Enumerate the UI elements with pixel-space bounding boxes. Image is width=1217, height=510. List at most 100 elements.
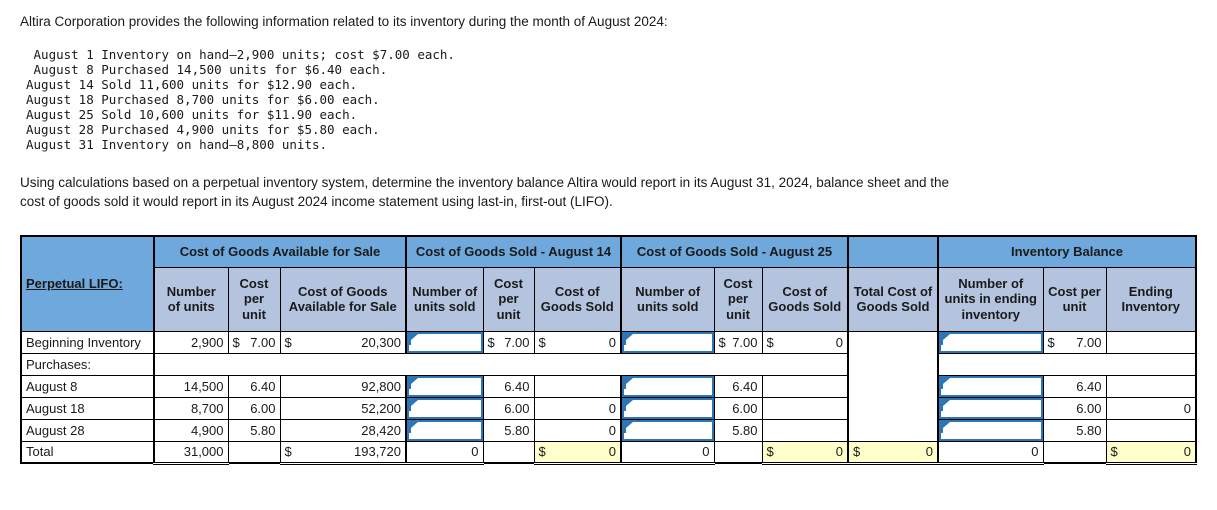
cell-total-cogafs: $193,720 <box>279 440 407 465</box>
cell-aug18-cogs-aug25 <box>761 396 849 420</box>
cell-aug8-units: 14,500 <box>153 374 229 398</box>
row-august-18: August 18 8,700 6.00 52,200 6.00 0 6.00 … <box>20 396 1197 420</box>
input-units-sold-aug25-aug28[interactable] <box>620 418 715 442</box>
perpetual-lifo-worksheet: Perpetual LIFO: Cost of Goods Available … <box>20 235 1197 465</box>
cell-aug18-cpu-aug25: 6.00 <box>713 396 763 420</box>
cell-total-units-sold-aug25: 0 <box>620 440 715 465</box>
cell-aug8-ending-inventory <box>1105 374 1197 398</box>
cell-total-units-sold-aug14: 0 <box>405 440 484 465</box>
cell-total-units: 31,000 <box>153 440 229 465</box>
cell-beg-cost-per-unit: $7.00 <box>227 330 281 354</box>
input-units-sold-aug14-aug18[interactable] <box>405 396 484 420</box>
col-header-cost-per-unit-aug14: Cost per unit <box>482 266 535 332</box>
group-header-inventory-balance: Inventory Balance <box>937 235 1197 268</box>
cell-aug8-cost-per-unit: 6.40 <box>227 374 281 398</box>
transaction-line: August 8 Purchased 14,500 units for $6.4… <box>26 62 388 77</box>
cell-beg-cpu-aug25: $7.00 <box>713 330 763 354</box>
input-units-sold-aug25-beginning[interactable] <box>620 330 715 354</box>
transaction-line: August 14 Sold 11,600 units for $12.90 e… <box>26 77 358 92</box>
cell-beg-units: 2,900 <box>153 330 229 354</box>
cell-aug28-cost-per-unit: 5.80 <box>227 418 281 442</box>
input-units-ending-aug18[interactable] <box>937 396 1044 420</box>
cell-aug28-cpu-aug14: 5.80 <box>482 418 535 442</box>
cell-aug18-cost-per-unit: 6.00 <box>227 396 281 420</box>
input-units-sold-aug14-aug28[interactable] <box>405 418 484 442</box>
cell-aug8-cogafs: 92,800 <box>279 374 407 398</box>
cell-aug28-ending-inventory <box>1105 418 1197 442</box>
input-units-ending-aug8[interactable] <box>937 374 1044 398</box>
comment-flag-icon <box>409 421 419 434</box>
col-header-ending-inventory: Ending Inventory <box>1105 266 1197 332</box>
page-title: Altira Corporation provides the followin… <box>20 14 668 29</box>
cell-aug8-cogs-aug25 <box>761 374 849 398</box>
col-header-total-cogs: Total Cost of Goods Sold <box>847 266 939 332</box>
row-label: August 8 <box>20 374 155 398</box>
comment-flag-icon <box>409 399 419 412</box>
col-header-cogafs: Cost of Goods Available for Sale <box>279 266 407 332</box>
comment-flag-icon <box>409 377 419 390</box>
cell-total-cpu-aug14-blank <box>482 440 535 464</box>
input-units-sold-aug14-aug8[interactable] <box>405 374 484 398</box>
cell-aug18-cogafs: 52,200 <box>279 396 407 420</box>
row-label: Beginning Inventory <box>20 330 155 354</box>
corner-label-cell: Perpetual LIFO: <box>20 235 155 332</box>
transaction-line: August 18 Purchased 8,700 units for $6.0… <box>26 92 380 107</box>
comment-flag-icon <box>624 333 634 346</box>
cell-aug18-cpu-ending: 6.00 <box>1042 396 1107 420</box>
cell-total-units-ending: 0 <box>937 440 1044 465</box>
input-units-ending-beginning[interactable] <box>937 330 1044 354</box>
cell-beg-cpu-ending: $7.00 <box>1042 330 1107 354</box>
cell-aug8-cpu-aug14: 6.40 <box>482 374 535 398</box>
col-header-cost-per-unit: Cost per unit <box>227 266 281 332</box>
transaction-line: August 1 Inventory on hand–2,900 units; … <box>26 47 455 62</box>
cell-aug18-cogs-aug14: 0 <box>533 396 622 420</box>
cell-aug28-cogs-aug25 <box>761 418 849 442</box>
cell-aug8-cpu-ending: 6.40 <box>1042 374 1107 398</box>
col-header-units: Number of units <box>153 266 229 332</box>
col-header-cogs-aug25: Cost of Goods Sold <box>761 266 849 332</box>
group-header-gap <box>847 235 939 268</box>
cell-beg-cpu-aug14: $7.00 <box>482 330 535 354</box>
col-header-units-sold-aug25: Number of units sold <box>620 266 715 332</box>
cell-total-cost-of-goods-sold: $0 <box>847 440 939 465</box>
row-august-28: August 28 4,900 5.80 28,420 5.80 0 5.80 … <box>20 418 1197 442</box>
col-header-cogs-aug14: Cost of Goods Sold <box>533 266 622 332</box>
input-units-sold-aug25-aug8[interactable] <box>620 374 715 398</box>
cell-aug8-cpu-aug25: 6.40 <box>713 374 763 398</box>
cell-beg-cogs-aug25: $0 <box>761 330 849 354</box>
cell-purchases-blank-left <box>153 352 849 376</box>
input-units-sold-aug14-beginning[interactable] <box>405 330 484 354</box>
comment-flag-icon <box>624 421 634 434</box>
cell-total-cogs-aug14: $0 <box>533 440 622 465</box>
group-header-available: Cost of Goods Available for Sale <box>153 235 407 268</box>
cell-purchases-blank-right <box>937 352 1197 376</box>
row-total: Total 31,000 $193,720 0 $0 0 $0 $0 0 $0 <box>20 440 1197 465</box>
cell-aug8-cogs-aug14 <box>533 374 622 398</box>
cell-total-cpu-ending-blank <box>1042 440 1107 464</box>
row-august-8: August 8 14,500 6.40 92,800 6.40 6.40 6.… <box>20 374 1197 398</box>
comment-flag-icon <box>624 399 634 412</box>
input-units-sold-aug25-aug18[interactable] <box>620 396 715 420</box>
col-header-cost-per-unit-ending: Cost per unit <box>1042 266 1107 332</box>
cell-beg-ending-inventory <box>1105 330 1197 354</box>
row-beginning-inventory: Beginning Inventory 2,900 $7.00 $20,300 … <box>20 330 1197 442</box>
row-label: Purchases: <box>20 352 155 376</box>
transaction-line: August 28 Purchased 4,900 units for $5.8… <box>26 122 380 137</box>
cell-total-cogs-region <box>847 330 939 442</box>
col-header-cost-per-unit-aug25: Cost per unit <box>713 266 763 332</box>
group-header-sold-aug14: Cost of Goods Sold - August 14 <box>405 235 622 268</box>
comment-flag-icon <box>941 421 951 434</box>
col-header-units-ending-inventory: Number of units in ending inventory <box>937 266 1044 332</box>
transaction-line: August 31 Inventory on hand–8,800 units. <box>26 137 328 152</box>
cell-aug18-ending-inventory: 0 <box>1105 396 1197 420</box>
cell-aug28-cpu-ending: 5.80 <box>1042 418 1107 442</box>
col-header-units-sold-aug14: Number of units sold <box>405 266 484 332</box>
cell-total-cpu-blank <box>227 440 281 464</box>
perpetual-lifo-label: Perpetual LIFO: <box>26 276 123 292</box>
cell-beg-cogafs: $20,300 <box>279 330 407 354</box>
cell-aug28-units: 4,900 <box>153 418 229 442</box>
cell-total-cpu-aug25-blank <box>713 440 763 464</box>
cell-total-cogs-aug25: $0 <box>761 440 849 465</box>
input-units-ending-aug28[interactable] <box>937 418 1044 442</box>
row-purchases: Purchases: <box>20 352 1197 376</box>
